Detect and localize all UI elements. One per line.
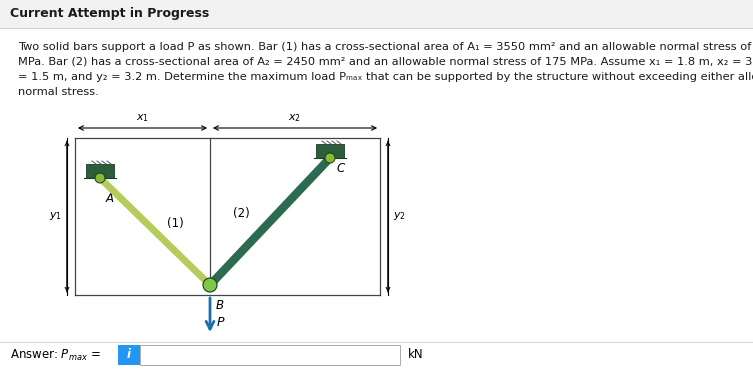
Text: (1): (1) <box>167 217 184 230</box>
Bar <box>0 0 753 28</box>
Text: MPa. Bar (2) has a cross-sectional area of A₂ = 2450 mm² and an allowable normal: MPa. Bar (2) has a cross-sectional area … <box>18 57 753 67</box>
Circle shape <box>203 278 217 292</box>
Bar <box>86 164 114 178</box>
Text: $C$: $C$ <box>336 162 346 175</box>
Text: normal stress.: normal stress. <box>18 87 99 97</box>
Text: Current Attempt in Progress: Current Attempt in Progress <box>10 8 209 21</box>
Text: $P$: $P$ <box>216 316 225 330</box>
Bar <box>316 144 344 158</box>
Circle shape <box>95 173 105 183</box>
Text: $x_2$: $x_2$ <box>288 112 301 124</box>
Circle shape <box>325 153 335 163</box>
Text: (2): (2) <box>233 207 250 220</box>
Bar <box>118 345 140 365</box>
Text: Two solid bars support a load P as shown. Bar (1) has a cross-sectional area of : Two solid bars support a load P as shown… <box>18 42 753 52</box>
Text: $y_1$: $y_1$ <box>49 210 62 222</box>
Text: Answer: $P_{max}$ =: Answer: $P_{max}$ = <box>10 348 102 363</box>
Text: = 1.5 m, and y₂ = 3.2 m. Determine the maximum load Pₘₐₓ that can be supported b: = 1.5 m, and y₂ = 3.2 m. Determine the m… <box>18 72 753 82</box>
Text: $A$: $A$ <box>105 192 115 205</box>
Text: $x_1$: $x_1$ <box>136 112 149 124</box>
Bar <box>140 345 400 365</box>
Text: $B$: $B$ <box>215 299 224 312</box>
Text: kN: kN <box>408 348 424 361</box>
Text: i: i <box>127 348 131 361</box>
Text: $y_2$: $y_2$ <box>393 210 406 222</box>
